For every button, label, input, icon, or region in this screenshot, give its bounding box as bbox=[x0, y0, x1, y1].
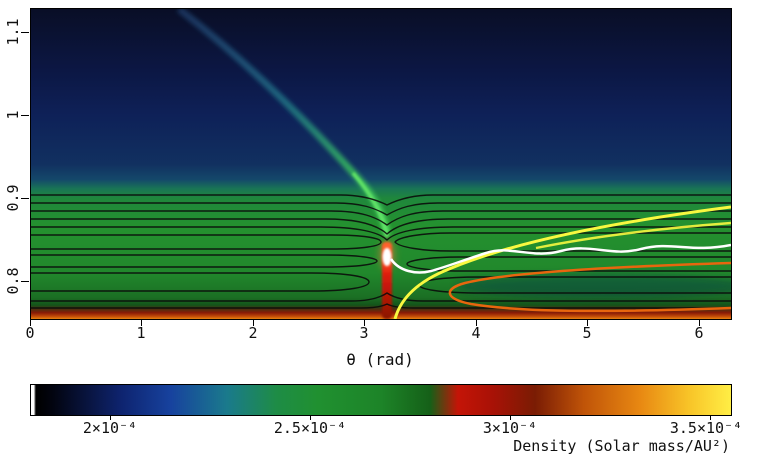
streamline bbox=[31, 194, 731, 206]
streamline bbox=[31, 202, 731, 216]
x-tick-label: 4 bbox=[471, 324, 481, 342]
spiral-wake-core bbox=[351, 171, 389, 238]
x-axis-title: θ (rad) bbox=[346, 350, 414, 369]
streamline bbox=[31, 272, 370, 292]
colorbar-tick-mark bbox=[710, 415, 711, 420]
spiral-wake bbox=[176, 9, 391, 236]
y-tick-label: 1 bbox=[4, 110, 22, 120]
streamline bbox=[31, 234, 382, 250]
plot-overlays bbox=[31, 9, 731, 319]
x-tick-mark bbox=[587, 319, 588, 326]
streamline bbox=[31, 226, 731, 241]
y-tick-label: 1.1 bbox=[4, 18, 22, 46]
streamline bbox=[31, 292, 731, 302]
plot-area bbox=[30, 8, 732, 320]
x-tick-mark bbox=[699, 319, 700, 326]
x-tick-label: 5 bbox=[582, 324, 592, 342]
x-tick-label: 3 bbox=[359, 324, 369, 342]
separatrix-orange bbox=[448, 261, 731, 313]
y-tick-mark bbox=[21, 115, 29, 116]
colorbar-title: Density (Solar mass/AU²) bbox=[513, 437, 730, 455]
colorbar-tick-mark bbox=[310, 415, 311, 420]
colorbar-tick-mark bbox=[110, 415, 111, 420]
streamline bbox=[406, 256, 731, 272]
colorbar-tick-label: 2×10⁻⁴ bbox=[82, 419, 138, 437]
x-tick-label: 1 bbox=[136, 324, 146, 342]
separatrix-yellow bbox=[393, 205, 731, 319]
separatrix-yellow-branch bbox=[535, 221, 731, 250]
colorbar-tick-mark bbox=[510, 415, 511, 420]
planet-core bbox=[382, 248, 392, 266]
colorbar-tick-label: 3×10⁻⁴ bbox=[482, 419, 538, 437]
colorbar-tick-label: 3.5×10⁻⁴ bbox=[669, 419, 743, 437]
x-tick-mark bbox=[476, 319, 477, 326]
x-tick-mark bbox=[30, 319, 31, 326]
streamline bbox=[31, 254, 378, 268]
x-tick-label: 6 bbox=[694, 324, 704, 342]
x-tick-mark bbox=[364, 319, 365, 326]
streamlines bbox=[31, 194, 731, 309]
x-tick-mark bbox=[253, 319, 254, 326]
colorbar-tick-label: 2.5×10⁻⁴ bbox=[273, 419, 347, 437]
y-tick-label: 0.9 bbox=[4, 184, 22, 212]
streamline bbox=[31, 303, 731, 309]
y-tick-mark bbox=[21, 281, 29, 282]
y-tick-label: 0.8 bbox=[4, 267, 22, 295]
streamline bbox=[31, 218, 731, 235]
separatrix-white bbox=[389, 243, 731, 274]
y-tick-mark bbox=[21, 198, 29, 199]
streamline bbox=[394, 232, 731, 252]
streamline bbox=[31, 210, 731, 226]
x-tick-mark bbox=[141, 319, 142, 326]
inner-disk-shadow bbox=[455, 274, 731, 298]
x-tick-label: 2 bbox=[248, 324, 258, 342]
colorbar bbox=[30, 384, 732, 416]
y-tick-mark bbox=[21, 32, 29, 33]
x-tick-label: 0 bbox=[25, 324, 35, 342]
